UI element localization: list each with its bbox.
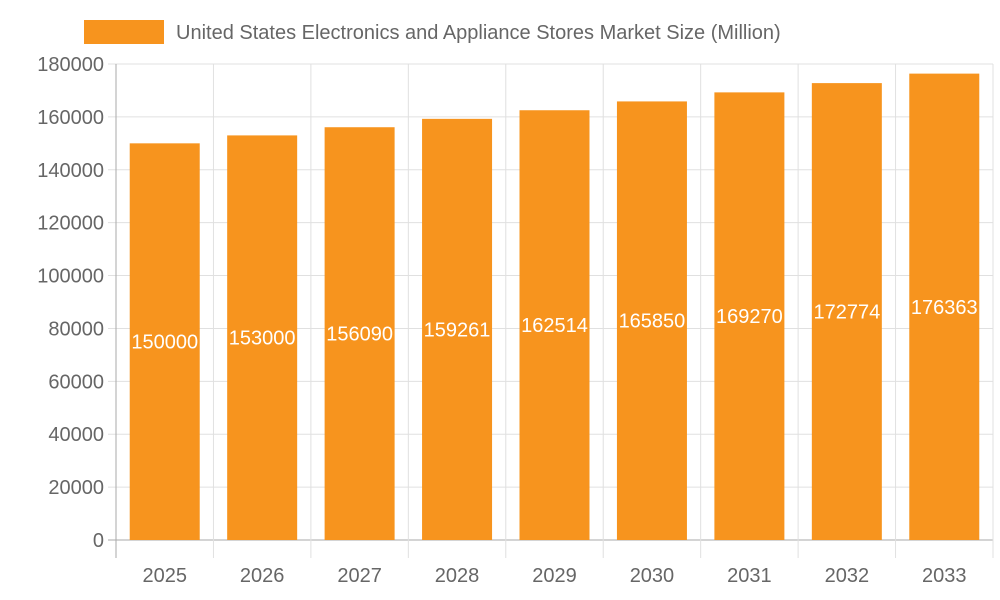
bar-2031[interactable]: [714, 92, 785, 541]
x-tick-label: 2026: [240, 565, 285, 587]
x-tick-label: 2031: [727, 565, 772, 587]
data-label: 165850: [619, 311, 686, 333]
x-tick-label: 2033: [922, 565, 967, 587]
y-tick-label: 60000: [48, 371, 104, 393]
y-tick-label: 100000: [37, 266, 104, 288]
bar-2025[interactable]: [129, 143, 200, 541]
x-tick-label: 2027: [337, 565, 382, 587]
x-tick-label: 2032: [825, 565, 870, 587]
y-tick-label: 120000: [37, 213, 104, 235]
x-tick-label: 2028: [435, 565, 480, 587]
y-tick-label: 0: [93, 530, 104, 552]
data-label: 176363: [911, 297, 978, 319]
data-label: 159261: [424, 319, 491, 341]
x-tick-label: 2025: [142, 565, 187, 587]
bar-2029[interactable]: [519, 110, 590, 540]
y-tick-label: 180000: [37, 54, 104, 76]
bar-2026[interactable]: [227, 135, 298, 540]
data-label: 153000: [229, 328, 296, 350]
data-label: 172774: [813, 302, 880, 324]
y-tick-label: 140000: [37, 160, 104, 182]
data-label: 162514: [521, 315, 588, 337]
x-tick-label: 2029: [532, 565, 577, 587]
bar-2032[interactable]: [811, 83, 882, 540]
y-tick-label: 160000: [37, 107, 104, 129]
y-tick-label: 40000: [48, 424, 104, 446]
legend[interactable]: United States Electronics and Appliance …: [84, 20, 781, 44]
bar-2030[interactable]: [616, 101, 687, 541]
data-label: 150000: [131, 332, 198, 354]
y-tick-label: 80000: [48, 318, 104, 340]
bars: 150000 153000 156090 159261 162514 165850 1692…: [129, 73, 980, 541]
y-axis: 0 20000 40000 60000 80000 100000 120000 140000 1…: [37, 54, 104, 552]
data-label: 156090: [326, 324, 393, 346]
y-tick-label: 20000: [48, 477, 104, 499]
legend-label: United States Electronics and Appliance …: [176, 22, 781, 44]
x-axis: 2025 2026 2027 2028 2029 2030 2031 2032 2033: [142, 565, 966, 587]
bar-2033[interactable]: [909, 73, 980, 540]
data-label: 169270: [716, 306, 783, 328]
legend-swatch: [84, 20, 164, 44]
x-tick-label: 2030: [630, 565, 675, 587]
bar-2028[interactable]: [422, 118, 493, 540]
bar-2027[interactable]: [324, 127, 395, 540]
